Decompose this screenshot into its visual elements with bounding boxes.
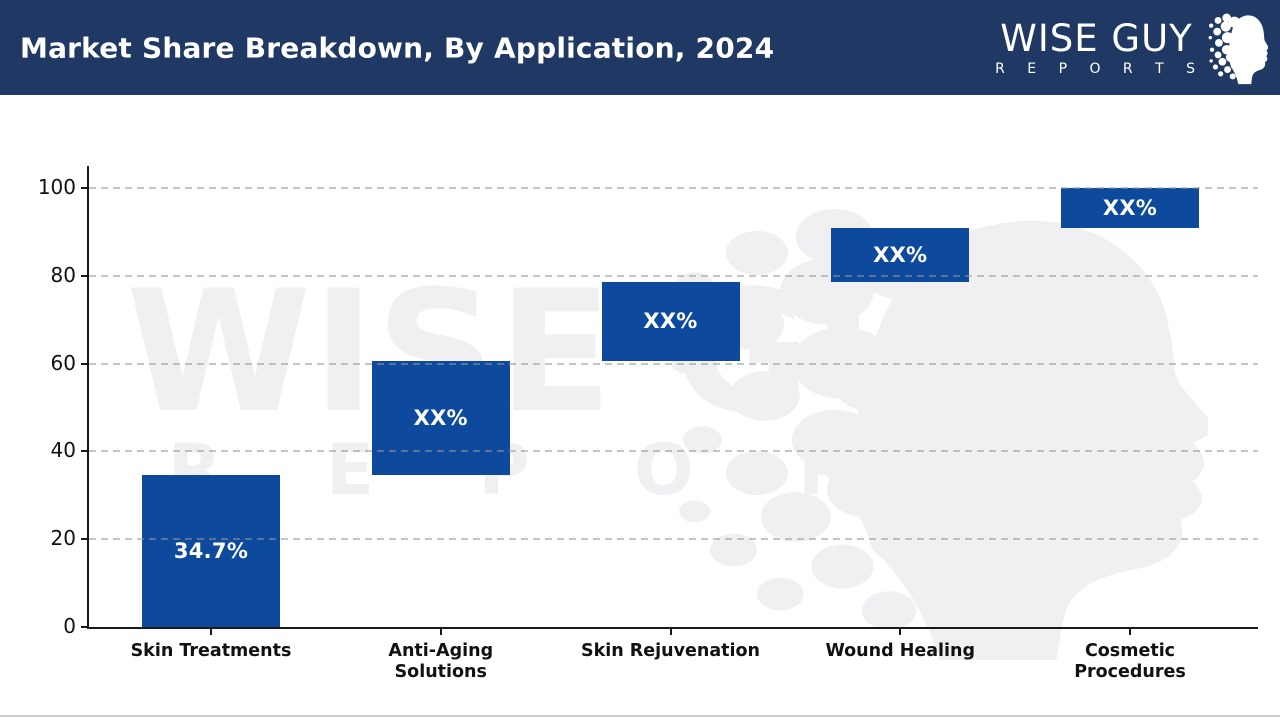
y-tick-mark bbox=[81, 450, 89, 453]
y-tick-mark bbox=[81, 538, 89, 541]
x-tick-mark bbox=[439, 628, 442, 635]
bar-wound-healing: XX% bbox=[831, 227, 970, 282]
bar-value-label: 34.7% bbox=[173, 538, 249, 563]
bar-anti-aging-solutions: XX% bbox=[371, 360, 510, 475]
y-tick-mark bbox=[81, 626, 89, 628]
y-tick-label: 0 bbox=[63, 614, 76, 638]
x-category-label: Cosmetic Procedures bbox=[1074, 641, 1186, 682]
bar-value-label: XX% bbox=[873, 242, 928, 267]
gridline bbox=[89, 450, 1258, 453]
gridline bbox=[89, 274, 1258, 277]
y-tick-mark bbox=[81, 274, 89, 277]
gridline bbox=[89, 187, 1258, 189]
y-tick-label: 20 bbox=[50, 526, 76, 551]
x-category-label: Skin Rejuvenation bbox=[581, 641, 760, 661]
y-tick-label: 100 bbox=[37, 175, 76, 199]
x-category-label: Anti-Aging Solutions bbox=[388, 641, 494, 682]
y-tick-mark bbox=[81, 362, 89, 365]
x-tick-mark bbox=[210, 628, 212, 635]
logo-wordmark: WISE GUY R E P O R T S bbox=[989, 20, 1204, 77]
wiseguy-head-logo-icon bbox=[1208, 13, 1268, 85]
y-tick-label: 80 bbox=[50, 262, 76, 287]
y-tick-label: 60 bbox=[50, 350, 76, 375]
bar-value-label: XX% bbox=[643, 309, 698, 334]
wiseguy-logo: WISE GUY R E P O R T S bbox=[989, 8, 1268, 88]
y-axis-spine bbox=[87, 166, 89, 627]
x-tick-mark bbox=[669, 628, 672, 635]
bar-cosmetic-procedures: XX% bbox=[1061, 188, 1199, 228]
gridline bbox=[89, 362, 1258, 365]
y-tick-mark bbox=[81, 187, 89, 189]
chart-area: WISE GUY R E P O R T S 0 20 40 60 80 100 34.7%… bbox=[0, 95, 1280, 720]
x-category-label: Wound Healing bbox=[825, 641, 976, 661]
logo-reports: R E P O R T S bbox=[995, 60, 1204, 77]
bar-value-label: XX% bbox=[413, 405, 468, 430]
bar-skin-treatments: 34.7% bbox=[142, 474, 280, 627]
page-title: Market Share Breakdown, By Application, … bbox=[20, 31, 775, 64]
x-tick-mark bbox=[899, 628, 902, 635]
y-tick-label: 40 bbox=[50, 438, 76, 463]
x-axis-spine bbox=[87, 627, 1258, 629]
x-tick-mark bbox=[1129, 628, 1131, 635]
logo-word: WISE GUY bbox=[1000, 16, 1193, 60]
bottom-divider bbox=[0, 715, 1280, 717]
bar-value-label: XX% bbox=[1102, 195, 1158, 220]
bar-skin-rejuvenation: XX% bbox=[601, 281, 740, 361]
gridline bbox=[89, 538, 1258, 541]
header-bar: Market Share Breakdown, By Application, … bbox=[0, 0, 1280, 95]
x-category-label: Skin Treatments bbox=[130, 641, 292, 661]
